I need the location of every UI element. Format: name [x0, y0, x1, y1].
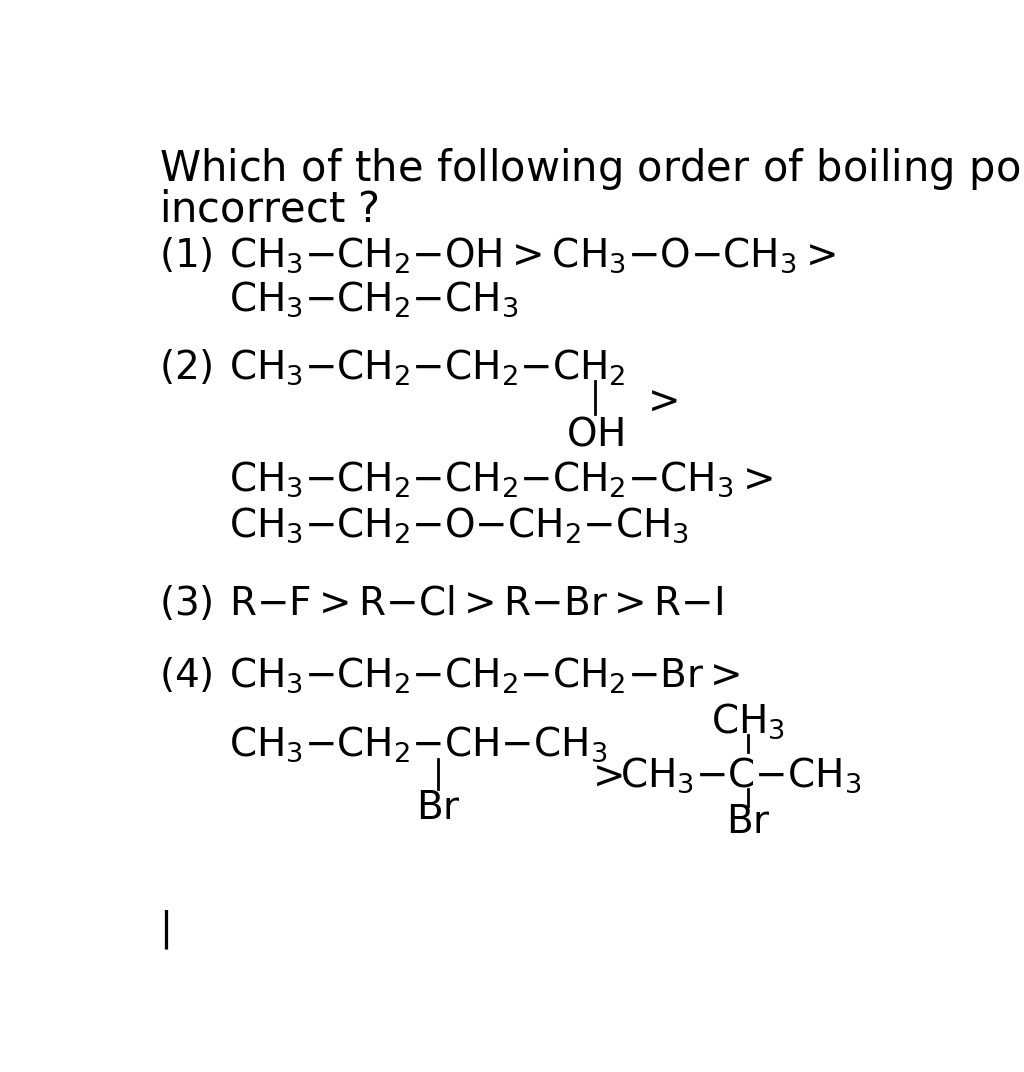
- Text: $\mathrm{CH_3{-}CH_2{-}CH_3}$: $\mathrm{CH_3{-}CH_2{-}CH_3}$: [228, 280, 518, 319]
- Text: $\mathrm{CH_3{-}CH_2{-}CH{-}CH_3}$: $\mathrm{CH_3{-}CH_2{-}CH{-}CH_3}$: [228, 725, 607, 764]
- Text: $\mathrm{(3)}$: $\mathrm{(3)}$: [159, 584, 213, 623]
- Text: $\mathrm{(1)}$: $\mathrm{(1)}$: [159, 236, 213, 276]
- Text: $\mathrm{CH_3{-}CH_2{-}CH_2{-}CH_2{-}Br >}$: $\mathrm{CH_3{-}CH_2{-}CH_2{-}CH_2{-}Br …: [228, 656, 740, 695]
- Text: $\mathrm{|}$: $\mathrm{|}$: [159, 908, 169, 951]
- Text: $\mathrm{R{-}F > R{-}Cl > R{-}Br > R{-}I}$: $\mathrm{R{-}F > R{-}Cl > R{-}Br > R{-}I…: [228, 584, 723, 623]
- Text: $\mathrm{CH_3{-}CH_2{-}CH_2{-}CH_2}$: $\mathrm{CH_3{-}CH_2{-}CH_2{-}CH_2}$: [228, 347, 626, 387]
- Text: $\mathrm{CH_3{-}C{-}CH_3}$: $\mathrm{CH_3{-}C{-}CH_3}$: [621, 756, 861, 795]
- Text: $\mathrm{OH}$: $\mathrm{OH}$: [565, 415, 624, 453]
- Text: $\mathrm{Br}$: $\mathrm{Br}$: [726, 803, 770, 840]
- Text: $\mathrm{(4)}$: $\mathrm{(4)}$: [159, 656, 213, 695]
- Text: $\mathrm{CH_3{-}CH_2{-}OH > CH_3{-}O{-}CH_3 >}$: $\mathrm{CH_3{-}CH_2{-}OH > CH_3{-}O{-}C…: [228, 236, 836, 276]
- Text: $\mathrm{Which\ of\ the\ following\ order\ of\ boiling\ point\ is}$: $\mathrm{Which\ of\ the\ following\ orde…: [159, 146, 1024, 192]
- Text: $\mathrm{incorrect\ ?}$: $\mathrm{incorrect\ ?}$: [159, 189, 379, 230]
- Text: $\mathrm{CH_3{-}CH_2{-}O{-}CH_2{-}CH_3}$: $\mathrm{CH_3{-}CH_2{-}O{-}CH_2{-}CH_3}$: [228, 505, 689, 545]
- Text: $\mathrm{(2)}$: $\mathrm{(2)}$: [159, 347, 213, 387]
- Text: $\mathrm{>}$: $\mathrm{>}$: [640, 382, 678, 419]
- Text: $\mathrm{CH_3{-}CH_2{-}CH_2{-}CH_2{-}CH_3 >}$: $\mathrm{CH_3{-}CH_2{-}CH_2{-}CH_2{-}CH_…: [228, 459, 772, 498]
- Text: $\mathrm{CH_3}$: $\mathrm{CH_3}$: [711, 702, 785, 742]
- Text: $\mathrm{>}$: $\mathrm{>}$: [586, 757, 624, 794]
- Text: $\mathrm{Br}$: $\mathrm{Br}$: [416, 789, 461, 827]
